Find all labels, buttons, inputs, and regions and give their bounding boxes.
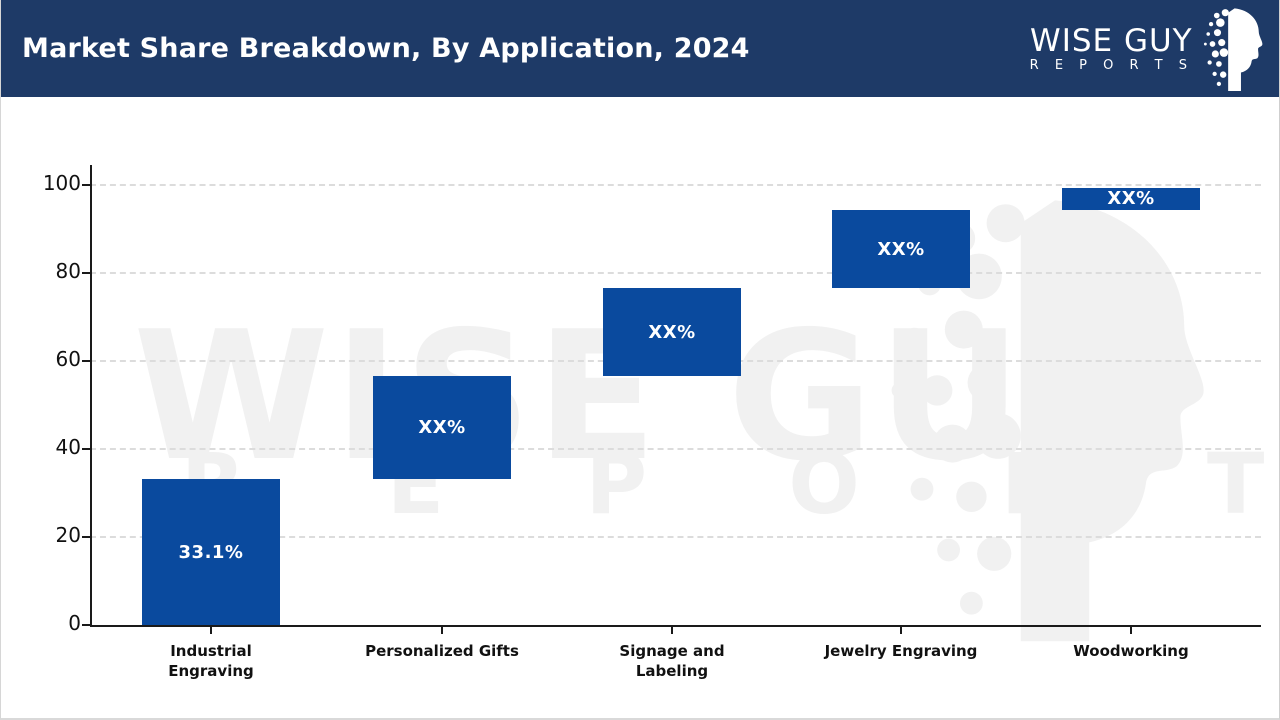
x-category-label: Jewelry Engraving (824, 642, 978, 660)
y-tick-mark (82, 448, 90, 450)
x-tick-mark (210, 627, 212, 634)
brand-name: WISE GUY (1030, 23, 1193, 59)
bar-segment: XX% (603, 287, 741, 377)
y-axis-line (90, 165, 92, 627)
x-category-label: Industrial Engraving (168, 642, 254, 680)
y-tick-mark (82, 624, 90, 626)
bar-value-label: 33.1% (178, 541, 244, 563)
brand-logo: WISE GUY R E P O R T S (1030, 6, 1267, 92)
brand-subtitle: R E P O R T S (1029, 58, 1193, 73)
x-tick-mark (441, 627, 443, 634)
brand-logo-text: WISE GUY R E P O R T S (1030, 24, 1193, 74)
chart-area: WISE GUY R E P O R T S 02040608010033.1%… (1, 97, 1279, 718)
bar-segment: XX% (373, 376, 511, 480)
y-tick-label: 100 (42, 171, 81, 195)
bar-value-label: XX% (877, 238, 925, 260)
x-category-label: Personalized Gifts (365, 642, 519, 660)
bar-segment: XX% (832, 210, 970, 288)
bar-value-label: XX% (648, 321, 696, 343)
x-tick-mark (1130, 627, 1132, 634)
y-tick-label: 20 (55, 523, 81, 547)
y-tick-mark (82, 272, 90, 274)
x-tick-mark (671, 627, 673, 634)
x-tick-mark (900, 627, 902, 634)
x-category-label: Signage and Labeling (619, 642, 725, 680)
y-tick-mark (82, 536, 90, 538)
logo-head-icon (1203, 8, 1263, 91)
y-tick-label: 40 (55, 435, 81, 459)
y-tick-mark (82, 184, 90, 186)
gridline (90, 536, 1261, 538)
header: Market Share Breakdown, By Application, … (1, 0, 1279, 97)
x-axis-line (90, 625, 1261, 627)
bar-value-label: XX% (1107, 188, 1155, 210)
bar-segment: 33.1% (142, 479, 280, 625)
y-tick-label: 80 (55, 259, 81, 283)
gridline (90, 184, 1261, 186)
gridline (90, 448, 1261, 450)
y-tick-label: 60 (55, 347, 81, 371)
page-title: Market Share Breakdown, By Application, … (22, 33, 750, 64)
y-tick-label: 0 (68, 611, 81, 635)
bar-segment: XX% (1062, 187, 1200, 211)
gridline (90, 272, 1261, 274)
x-category-label: Woodworking (1073, 642, 1189, 660)
y-tick-mark (82, 360, 90, 362)
bar-value-label: XX% (418, 417, 466, 439)
